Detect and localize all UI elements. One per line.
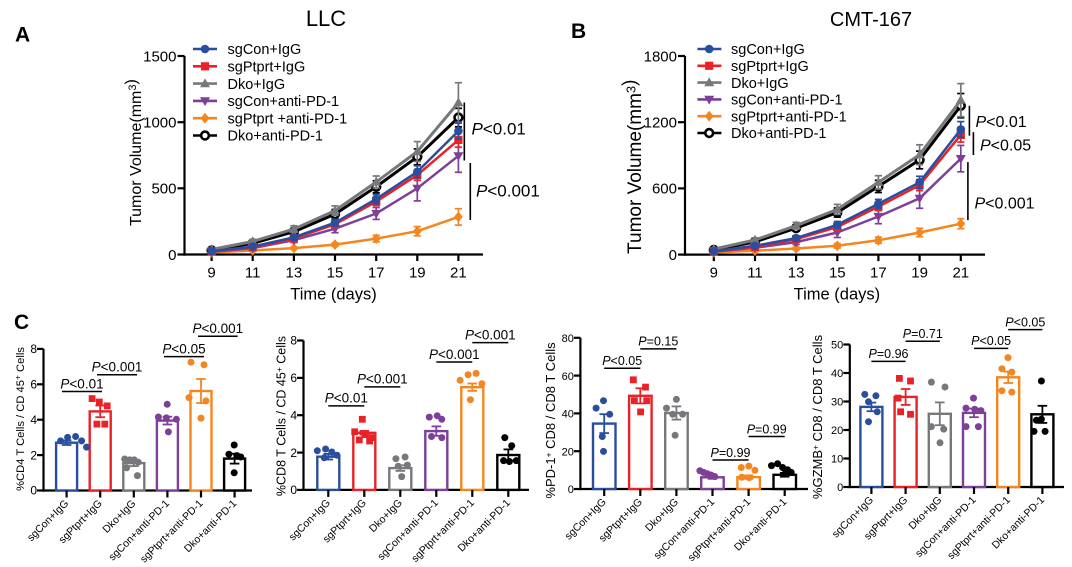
svg-text:P<0.001: P<0.001 bbox=[357, 372, 408, 387]
svg-text:10: 10 bbox=[831, 454, 843, 466]
svg-text:17: 17 bbox=[368, 265, 385, 282]
svg-text:0: 0 bbox=[168, 247, 176, 264]
svg-text:%CD8 T Cells / CD 45+ Cells: %CD8 T Cells / CD 45+ Cells bbox=[274, 336, 289, 496]
svg-text:P<0.01: P<0.01 bbox=[472, 120, 526, 139]
svg-text:P<0.05: P<0.05 bbox=[971, 334, 1011, 348]
svg-text:2: 2 bbox=[30, 448, 37, 462]
svg-text:sgCon+anti-PD-1: sgCon+anti-PD-1 bbox=[228, 94, 340, 110]
svg-text:P<0.05: P<0.05 bbox=[602, 354, 642, 368]
svg-text:%PD-1+ CD8 / CD8 T Cells: %PD-1+ CD8 / CD8 T Cells bbox=[543, 342, 558, 499]
svg-text:13: 13 bbox=[286, 265, 303, 282]
svg-text:0: 0 bbox=[568, 484, 574, 496]
svg-text:Dko+anti-PD-1: Dko+anti-PD-1 bbox=[731, 126, 827, 142]
svg-text:8: 8 bbox=[30, 342, 37, 356]
svg-text:P<0.001: P<0.001 bbox=[476, 182, 540, 201]
svg-text:1200: 1200 bbox=[644, 115, 677, 132]
svg-text:P<0.001: P<0.001 bbox=[92, 360, 143, 375]
svg-text:P=0.71: P=0.71 bbox=[903, 327, 943, 341]
svg-text:sgPtprt+anti-PD-1: sgPtprt+anti-PD-1 bbox=[731, 109, 847, 125]
svg-text:P=0.99: P=0.99 bbox=[711, 446, 751, 460]
svg-text:P<0.05: P<0.05 bbox=[162, 341, 205, 356]
svg-text:17: 17 bbox=[870, 265, 887, 282]
svg-text:Time (days): Time (days) bbox=[794, 286, 880, 304]
svg-text:6: 6 bbox=[30, 378, 37, 392]
svg-text:0: 0 bbox=[837, 482, 843, 494]
svg-text:11: 11 bbox=[245, 265, 261, 282]
svg-text:Dko+anti-PD-1: Dko+anti-PD-1 bbox=[228, 129, 324, 145]
svg-text:15: 15 bbox=[327, 265, 344, 282]
svg-text:Dko+IgG: Dko+IgG bbox=[731, 76, 789, 92]
svg-text:P<0.001: P<0.001 bbox=[465, 327, 516, 342]
svg-text:1500: 1500 bbox=[143, 48, 176, 65]
svg-text:4: 4 bbox=[290, 408, 297, 422]
svg-text:sgCon+IgG: sgCon+IgG bbox=[228, 42, 302, 58]
svg-text:2: 2 bbox=[290, 446, 297, 460]
svg-text:%GZMB+ CD8 / CD8 T Cells: %GZMB+ CD8 / CD8 T Cells bbox=[810, 334, 825, 499]
svg-text:CMT-167: CMT-167 bbox=[830, 9, 912, 31]
svg-text:P=0.99: P=0.99 bbox=[747, 422, 787, 436]
svg-text:60: 60 bbox=[562, 371, 574, 383]
svg-text:13: 13 bbox=[788, 265, 805, 282]
svg-text:80: 80 bbox=[562, 333, 574, 345]
svg-text:P=0.15: P=0.15 bbox=[638, 335, 678, 349]
svg-text:4: 4 bbox=[30, 413, 37, 427]
svg-text:C: C bbox=[14, 311, 29, 334]
svg-text:20: 20 bbox=[562, 446, 574, 458]
svg-text:500: 500 bbox=[151, 181, 176, 198]
svg-text:P<0.01: P<0.01 bbox=[60, 376, 103, 391]
svg-text:Tumor Volume(mm3): Tumor Volume(mm3) bbox=[123, 79, 145, 226]
svg-text:P<0.001: P<0.001 bbox=[975, 195, 1035, 212]
svg-text:P<0.05: P<0.05 bbox=[980, 137, 1031, 154]
svg-text:30: 30 bbox=[831, 397, 843, 409]
svg-text:sgPtprt+IgG: sgPtprt+IgG bbox=[228, 60, 306, 76]
svg-text:P=0.96: P=0.96 bbox=[869, 347, 909, 361]
svg-text:P<0.001: P<0.001 bbox=[192, 321, 243, 336]
svg-text:sgPtprt+IgG: sgPtprt+IgG bbox=[731, 59, 809, 75]
svg-text:P<0.01: P<0.01 bbox=[976, 114, 1027, 131]
svg-text:21: 21 bbox=[450, 265, 467, 282]
svg-text:P<0.001: P<0.001 bbox=[429, 347, 480, 362]
svg-text:sgCon+IgG: sgCon+IgG bbox=[731, 42, 805, 58]
svg-text:20: 20 bbox=[831, 425, 843, 437]
svg-text:B: B bbox=[571, 20, 586, 43]
svg-text:9: 9 bbox=[710, 265, 718, 282]
svg-text:Time (days): Time (days) bbox=[290, 286, 376, 304]
svg-text:11: 11 bbox=[747, 265, 763, 282]
svg-text:sgCon+anti-PD-1: sgCon+anti-PD-1 bbox=[731, 93, 843, 109]
svg-text:15: 15 bbox=[829, 265, 846, 282]
svg-text:LLC: LLC bbox=[306, 6, 346, 31]
svg-text:8: 8 bbox=[290, 334, 297, 348]
svg-text:0: 0 bbox=[30, 484, 37, 498]
svg-text:Dko+IgG: Dko+IgG bbox=[228, 77, 286, 93]
svg-text:19: 19 bbox=[409, 265, 426, 282]
svg-text:40: 40 bbox=[562, 409, 574, 421]
svg-text:50: 50 bbox=[831, 340, 843, 352]
svg-text:19: 19 bbox=[911, 265, 928, 282]
svg-text:1800: 1800 bbox=[644, 48, 677, 65]
svg-text:P<0.05: P<0.05 bbox=[1005, 315, 1045, 329]
svg-text:9: 9 bbox=[207, 265, 215, 282]
svg-text:21: 21 bbox=[952, 265, 969, 282]
svg-text:6: 6 bbox=[290, 371, 297, 385]
svg-text:1000: 1000 bbox=[143, 115, 176, 132]
svg-text:0: 0 bbox=[669, 247, 677, 264]
svg-text:600: 600 bbox=[652, 181, 677, 198]
svg-text:P<0.01: P<0.01 bbox=[325, 391, 368, 406]
svg-text:%CD4 T Cells / CD 45+ Cells: %CD4 T Cells / CD 45+ Cells bbox=[13, 347, 28, 491]
svg-text:A: A bbox=[15, 24, 30, 47]
svg-text:40: 40 bbox=[831, 368, 843, 380]
svg-text:0: 0 bbox=[290, 483, 297, 497]
svg-text:sgPtprt +anti-PD-1: sgPtprt +anti-PD-1 bbox=[228, 111, 348, 127]
